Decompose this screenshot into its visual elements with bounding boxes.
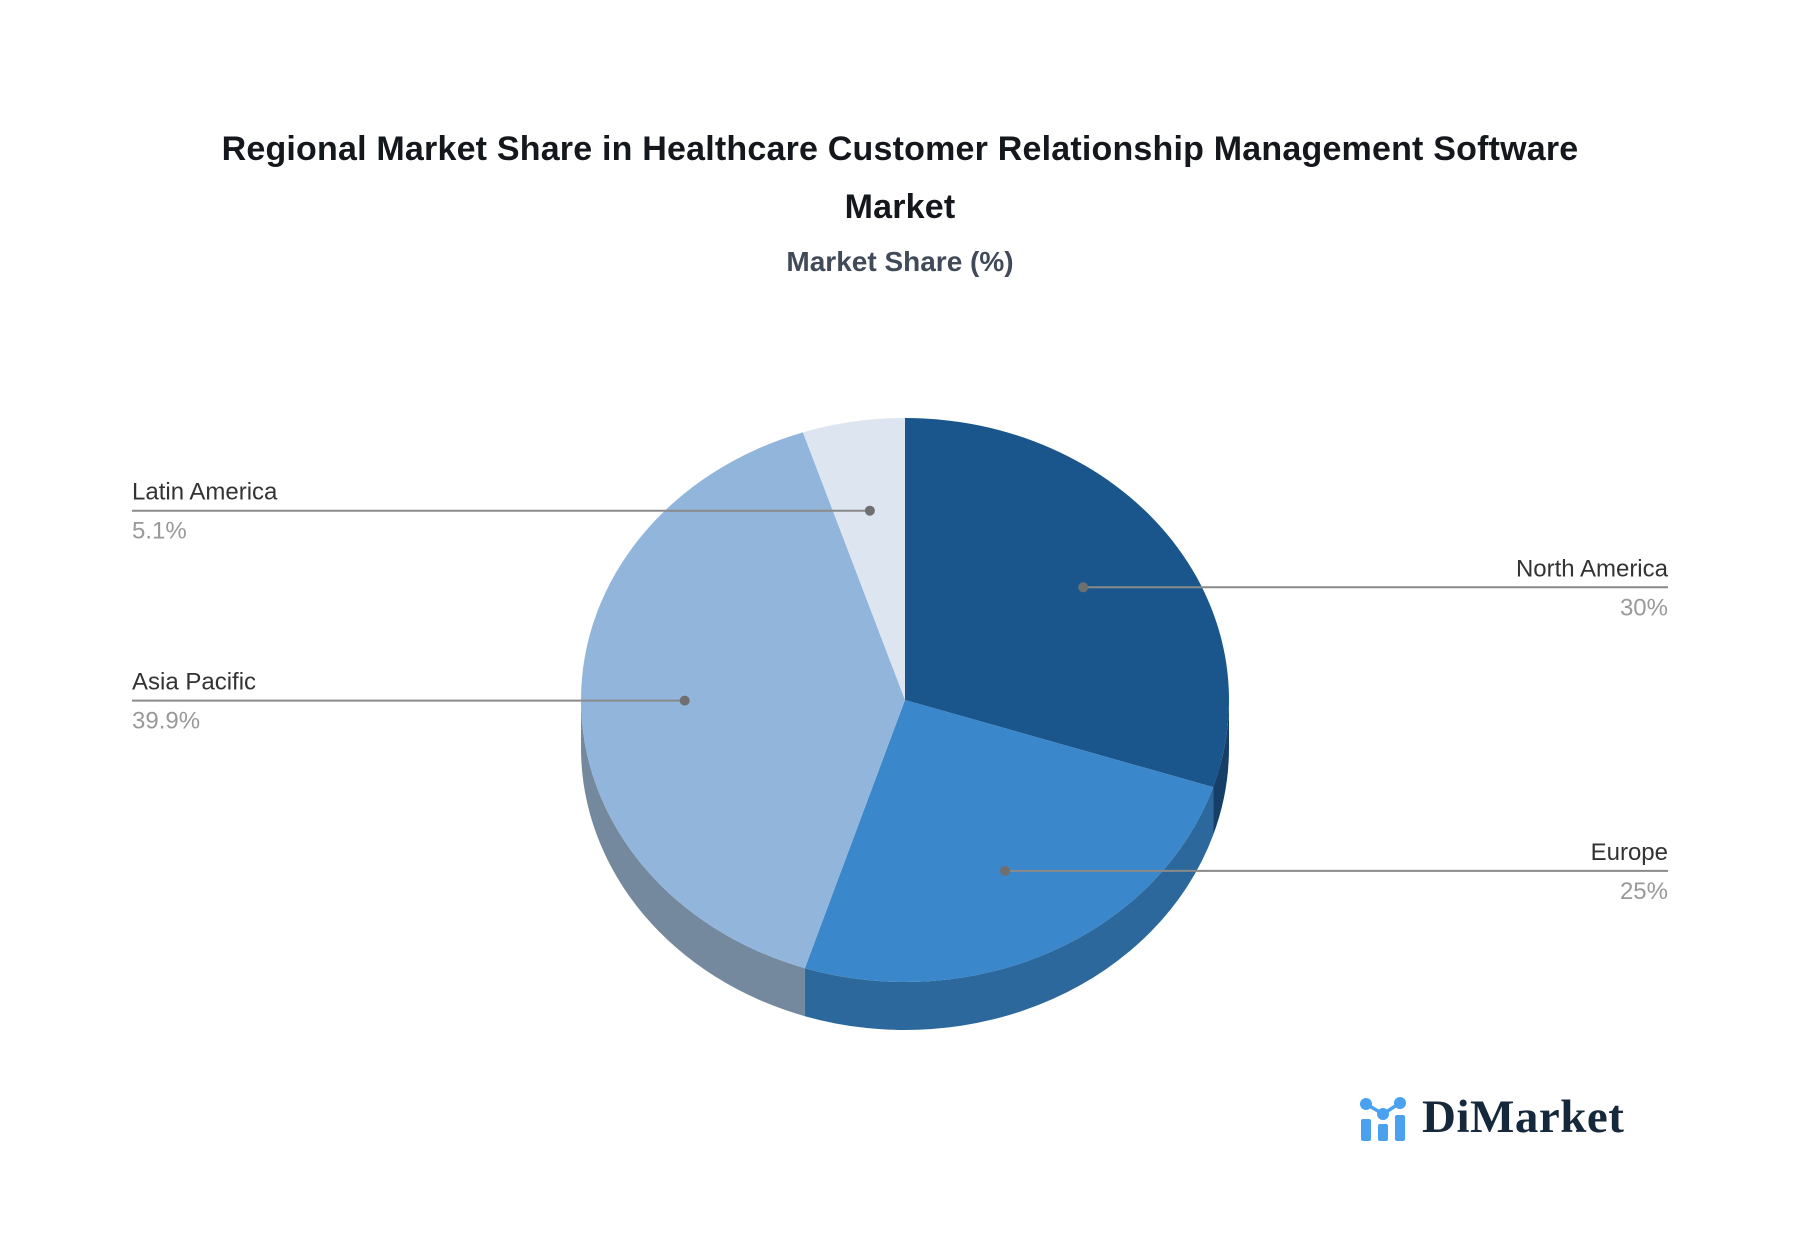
slice-label-europe: Europe [1591,839,1668,866]
leader-dot-europe [1000,865,1011,876]
pie-slice-side-asia-pacific [581,700,805,1017]
chart-title-line2: Market [844,188,956,226]
chart-title-line1: Regional Market Share in Healthcare Cust… [221,130,1579,168]
slice-value-europe: 25% [1620,878,1668,905]
leader-dot-latin-america [864,505,875,516]
leader-dot-asia-pacific [679,695,690,706]
leader-dot-north-america [1078,582,1089,593]
slice-label-asia-pacific: Asia Pacific [132,669,256,696]
bar-chart-with-line-icon [1360,1097,1406,1141]
pie-slice-side-europe [804,787,1214,1030]
pie-slice-asia-pacific[interactable] [581,432,905,969]
slice-value-north-america: 30% [1620,594,1668,621]
logo-text: DiMarket [1422,1091,1625,1143]
slice-value-latin-america: 5.1% [132,518,187,545]
pie-slice-latin-america[interactable] [802,418,905,700]
pie-slice-europe[interactable] [804,700,1214,982]
dimarket-logo[interactable]: DiMarket [1358,1094,1624,1141]
chart-subtitle: Market Share (%) [786,246,1014,277]
slice-label-north-america: North America [1516,555,1669,582]
slice-label-latin-america: Latin America [132,479,278,506]
pie-slice-side-north-america [1213,700,1229,836]
slice-value-asia-pacific: 39.9% [132,708,200,735]
pie-slice-north-america[interactable] [905,418,1229,788]
